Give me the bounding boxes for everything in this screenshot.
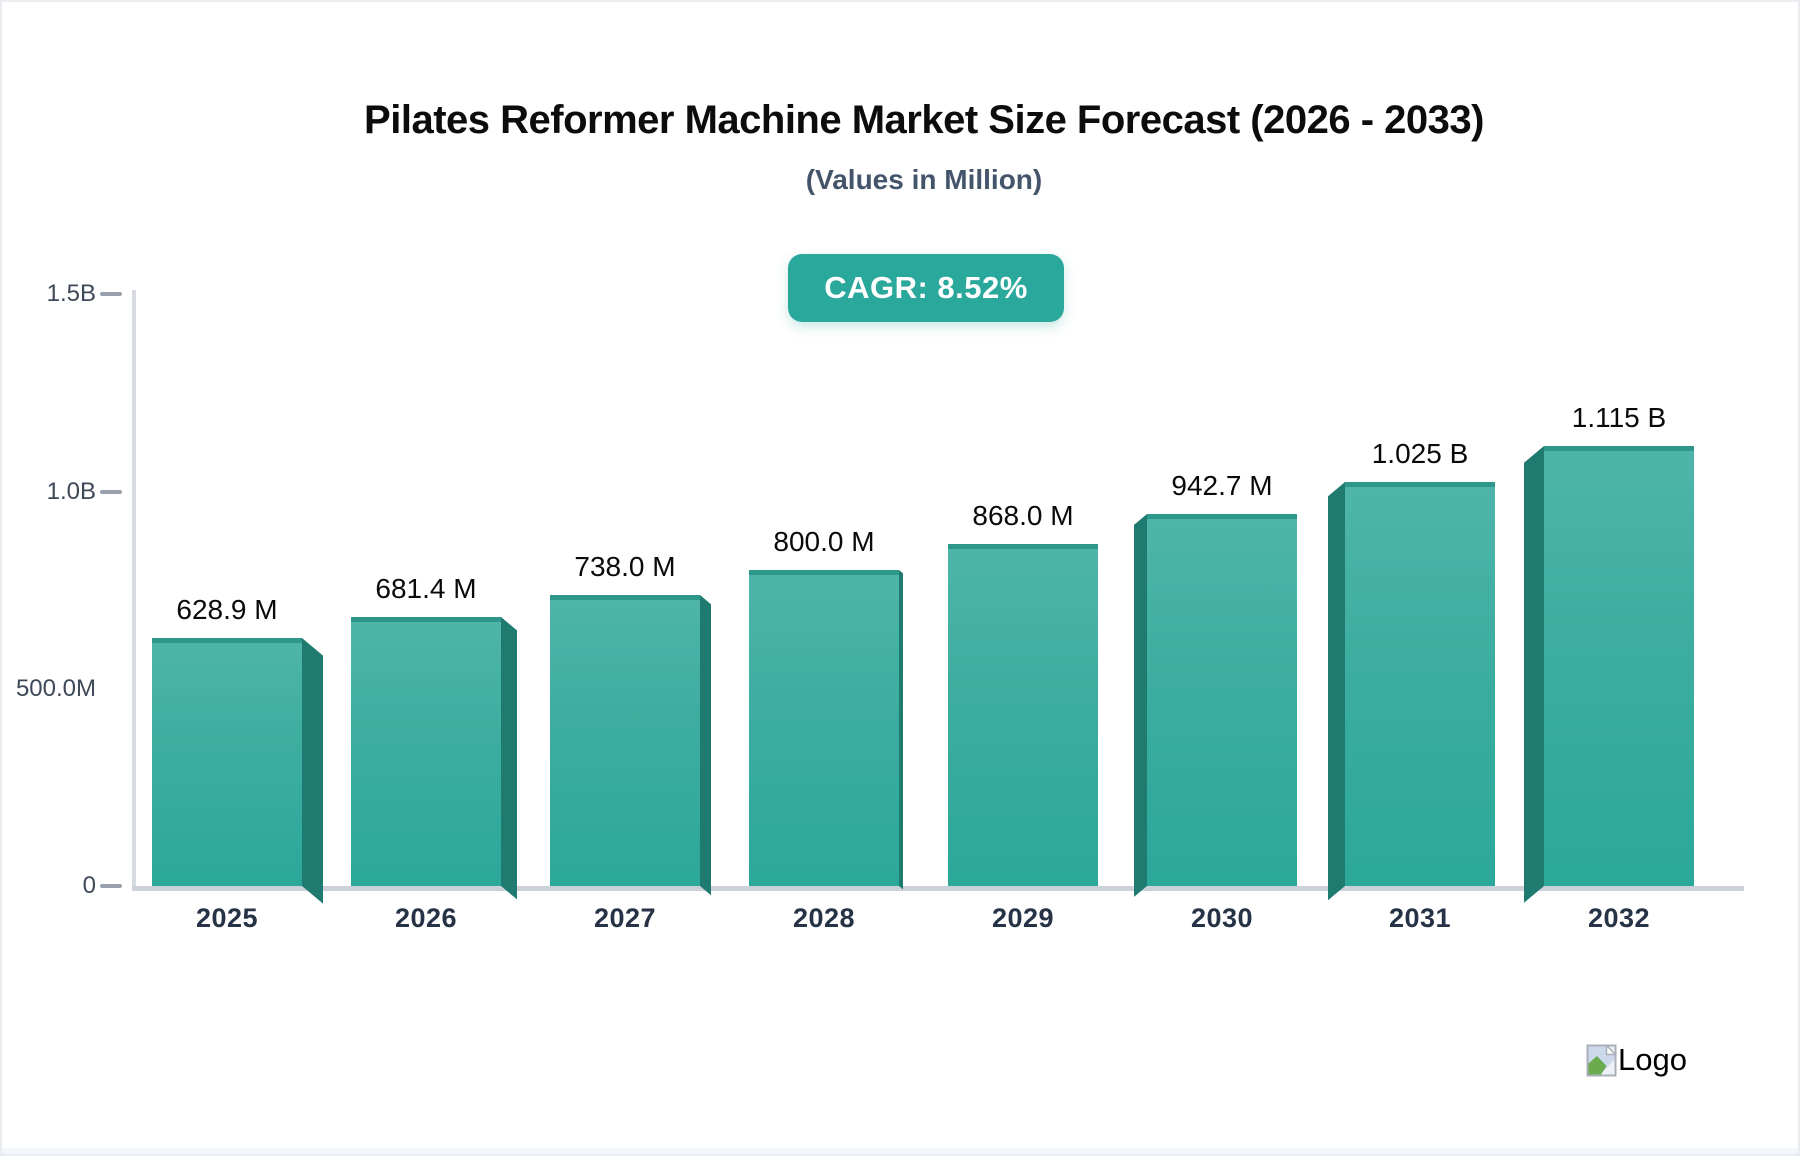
bar-top-edge (1147, 514, 1297, 519)
bar-value-label: 868.0 M (972, 500, 1074, 531)
y-tick-label: 500.0M (15, 675, 96, 702)
cagr-badge-label: CAGR: 8.52% (824, 270, 1028, 305)
x-axis-label-2026: 2026 (394, 903, 458, 933)
logo: Logo (1586, 1042, 1687, 1078)
x-axis-label-2027: 2027 (593, 903, 657, 933)
bar-2030 (1147, 514, 1297, 886)
y-tick-label: 0 (82, 872, 96, 899)
x-axis-label-2029: 2029 (991, 903, 1055, 933)
bar-2025 (152, 638, 302, 886)
bar-value-label: 1.025 B (1371, 438, 1469, 469)
bar-top-edge (948, 544, 1098, 549)
x-axis-line (132, 886, 1744, 891)
bar-side-face (501, 617, 517, 900)
x-axis-label-2025: 2025 (195, 903, 259, 933)
y-tick-dash (100, 292, 122, 296)
bar-value-label: 942.7 M (1171, 470, 1273, 501)
x-axis-label-2028: 2028 (792, 903, 856, 933)
bar-side-face (700, 595, 711, 896)
bar-side-face (302, 638, 323, 904)
bar-2029 (948, 544, 1098, 886)
cagr-badge: CAGR: 8.52% (788, 254, 1064, 322)
bar-value-label: 628.9 M (176, 594, 278, 625)
y-tick-label: 1.5B (46, 280, 96, 307)
bar-top-edge (1345, 482, 1495, 487)
bar-side-face (1328, 482, 1345, 901)
bar-top-edge (152, 638, 302, 643)
bar-value-label: 1.115 B (1571, 402, 1667, 433)
bar-top-edge (749, 570, 899, 575)
bar-2026 (351, 617, 501, 886)
bar-side-face (1134, 514, 1147, 897)
y-axis-line (132, 290, 136, 890)
bar-2027 (550, 595, 700, 886)
y-tick-dash (100, 884, 122, 888)
chart-title: Pilates Reformer Machine Market Size For… (364, 98, 1484, 142)
bar-value-label: 681.4 M (375, 573, 477, 604)
x-axis-label-2031: 2031 (1388, 903, 1452, 933)
x-axis-label-2032: 2032 (1587, 903, 1651, 933)
bar-value-label: 800.0 M (773, 526, 875, 557)
bar-value-label: 738.0 M (574, 551, 676, 582)
x-axis-label-2030: 2030 (1190, 903, 1254, 933)
bar-2028 (749, 570, 899, 886)
logo-text: Logo (1618, 1042, 1687, 1077)
bar-top-edge (550, 595, 700, 600)
bar-2032 (1544, 446, 1694, 886)
bar-side-face (1524, 446, 1544, 903)
broken-image-icon (1586, 1043, 1618, 1077)
y-tick-label: 1.0B (46, 478, 96, 505)
bar-top-edge (1544, 446, 1694, 451)
bar-side-face (899, 570, 903, 890)
bar-2031 (1345, 482, 1495, 886)
bar-top-edge (351, 617, 501, 622)
y-tick-dash (100, 490, 122, 494)
chart-subtitle: (Values in Million) (805, 164, 1043, 195)
